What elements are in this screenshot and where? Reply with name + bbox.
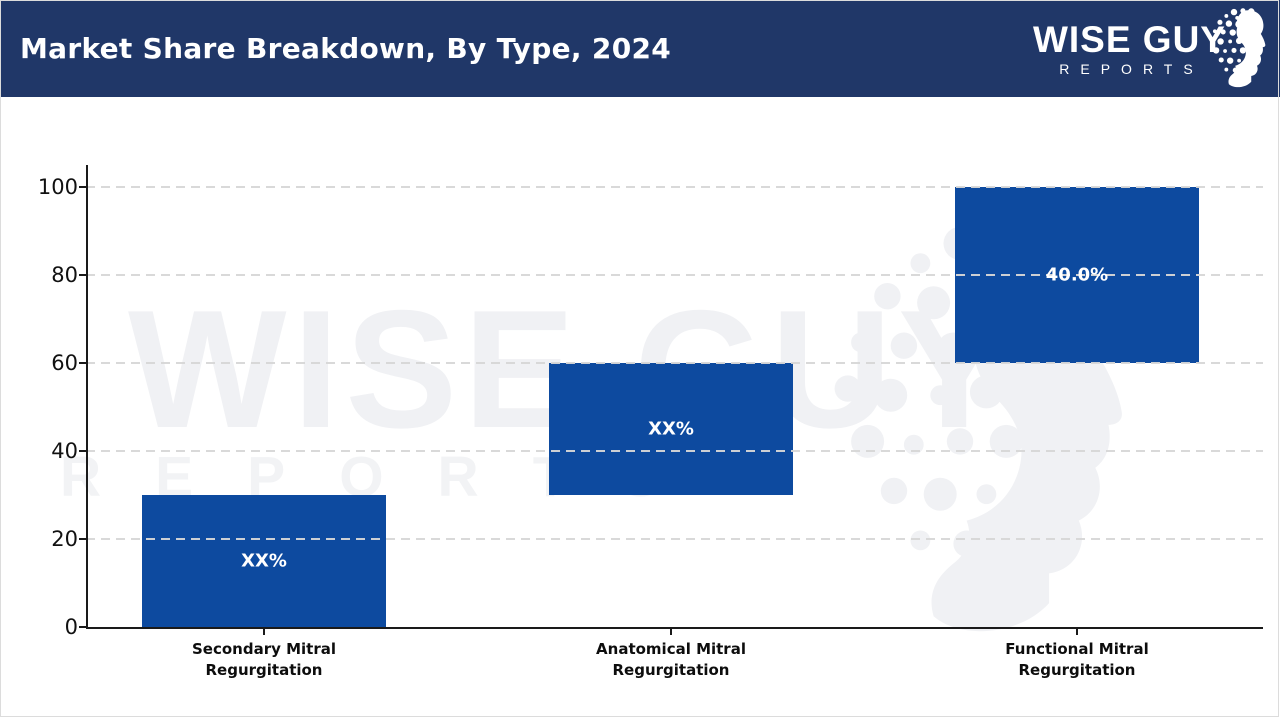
category-label: Anatomical Mitral Regurgitation (511, 639, 831, 681)
y-tick-label: 100 (37, 175, 78, 199)
category-label: Secondary Mitral Regurgitation (104, 639, 424, 681)
bar-segment (142, 495, 386, 627)
y-tick-mark (79, 626, 86, 628)
y-tick-label: 40 (51, 439, 78, 463)
gridline (86, 538, 1263, 540)
gridline (86, 274, 1263, 276)
logo-reports-text: REPORTS (1059, 61, 1204, 77)
gridline (86, 186, 1263, 188)
category-label: Functional Mitral Regurgitation (917, 639, 1237, 681)
bar-value-label: XX% (648, 418, 694, 440)
y-tick-mark (79, 450, 86, 452)
wiseguy-logo: WISE GUY REPORTS (1033, 7, 1280, 90)
x-tick-mark (670, 629, 672, 635)
category-label-line: Functional Mitral (1005, 640, 1149, 658)
logo-face-icon (1202, 7, 1266, 90)
category-label-line: Regurgitation (1018, 661, 1136, 679)
logo-brand-text: WISE GUY (1032, 19, 1226, 60)
y-tick-mark (79, 274, 86, 276)
y-tick-mark (79, 362, 86, 364)
bar-value-label: 40.0% (1045, 264, 1109, 286)
x-axis-line (86, 627, 1263, 629)
bar-value-label: XX% (241, 550, 287, 572)
x-tick-mark (263, 629, 265, 635)
gridline (86, 450, 1263, 452)
y-axis-line (86, 165, 88, 629)
y-tick-label: 80 (51, 263, 78, 287)
category-label-line: Regurgitation (612, 661, 730, 679)
gridline (86, 362, 1263, 364)
header-bar: Market Share Breakdown, By Type, 2024 WI… (0, 0, 1280, 97)
y-tick-mark (79, 538, 86, 540)
y-tick-mark (79, 186, 86, 188)
category-label-line: Anatomical Mitral (596, 640, 746, 658)
page-title: Market Share Breakdown, By Type, 2024 (20, 32, 672, 65)
x-tick-mark (1076, 629, 1078, 635)
y-tick-label: 0 (64, 615, 78, 639)
category-label-line: Secondary Mitral (191, 640, 336, 658)
bar-segment (549, 363, 793, 495)
logo-text: WISE GUY REPORTS (1033, 21, 1226, 76)
y-tick-label: 20 (51, 527, 78, 551)
category-label-line: Regurgitation (205, 661, 323, 679)
y-tick-label: 60 (51, 351, 78, 375)
